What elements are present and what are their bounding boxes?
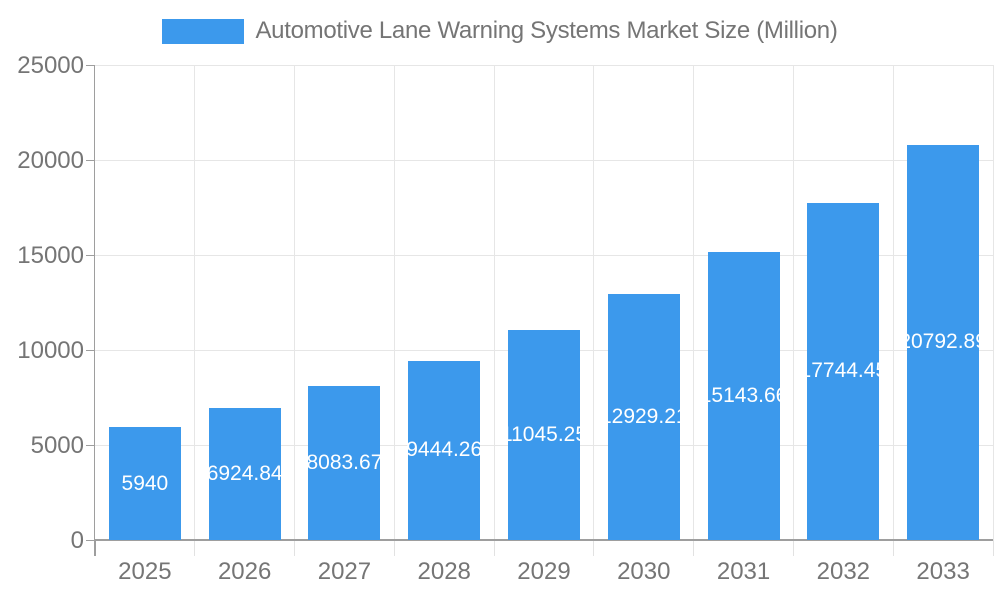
bar-value-label: 9444.26 [406, 438, 483, 462]
y-axis-label: 25000 [17, 52, 84, 79]
x-axis-label: 2025 [118, 558, 172, 585]
x-axis-label: 2032 [816, 558, 871, 585]
y-axis-tick [86, 349, 95, 351]
x-axis-tick [892, 540, 894, 556]
bar-value-label: 20792.89 [899, 330, 987, 354]
x-axis-label: 2029 [517, 558, 571, 585]
x-axis-tick [94, 540, 96, 556]
bar[interactable] [308, 386, 381, 540]
y-axis-label: 15000 [17, 242, 84, 269]
y-axis-label: 0 [70, 527, 84, 554]
y-axis-line [94, 65, 95, 556]
y-axis-tick [86, 444, 95, 446]
x-axis-label: 2026 [217, 558, 272, 585]
x-axis-label: 2031 [716, 558, 771, 585]
x-axis-tick [792, 540, 794, 556]
v-gridline [493, 65, 495, 540]
v-gridline [393, 65, 395, 540]
y-axis-label: 20000 [17, 147, 84, 174]
y-axis-tick [86, 254, 95, 256]
y-axis-tick [86, 64, 95, 66]
x-axis-tick [593, 540, 595, 556]
bar-value-label: 6924.84 [206, 462, 283, 486]
bar[interactable] [807, 202, 880, 540]
v-gridline [892, 65, 894, 540]
bar-value-label: 5940 [121, 471, 169, 495]
bar[interactable] [108, 427, 181, 540]
x-axis-tick [992, 540, 994, 556]
bar-value-label: 12929.21 [599, 405, 688, 429]
y-axis-label: 5000 [30, 432, 84, 459]
y-axis-tick [86, 159, 95, 161]
v-gridline [693, 65, 695, 540]
x-axis-line [95, 539, 993, 541]
h-gridline [95, 254, 993, 256]
v-gridline [992, 65, 994, 540]
v-gridline [294, 65, 296, 540]
x-axis-label: 2033 [916, 558, 970, 585]
legend-swatch-icon [162, 18, 245, 44]
bar-value-label: 8083.67 [306, 451, 383, 475]
x-axis-label: 2027 [317, 558, 372, 585]
bar[interactable] [607, 294, 680, 540]
bar-value-label: 17744.45 [799, 359, 888, 383]
legend[interactable]: Automotive Lane Warning Systems Market S… [0, 17, 1000, 45]
x-axis-label: 2030 [617, 558, 671, 585]
bar[interactable] [907, 144, 980, 540]
x-axis-tick [393, 540, 395, 556]
bar[interactable] [707, 252, 780, 540]
y-axis-tick [86, 539, 95, 541]
x-axis-label: 2028 [417, 558, 471, 585]
legend-label: Automotive Lane Warning Systems Market S… [255, 17, 838, 44]
v-gridline [194, 65, 196, 540]
v-gridline [792, 65, 794, 540]
bar-value-label: 11045.25 [500, 423, 588, 447]
y-axis-label: 10000 [17, 337, 84, 364]
x-axis-tick [294, 540, 296, 556]
bar-value-label: 15143.66 [699, 384, 788, 408]
v-gridline [593, 65, 595, 540]
bar[interactable] [208, 408, 281, 540]
h-gridline [95, 64, 993, 66]
x-axis-tick [693, 540, 695, 556]
bar[interactable] [508, 330, 580, 540]
x-axis-tick [194, 540, 196, 556]
bar[interactable] [408, 360, 481, 540]
x-axis-tick [493, 540, 495, 556]
h-gridline [95, 159, 993, 161]
